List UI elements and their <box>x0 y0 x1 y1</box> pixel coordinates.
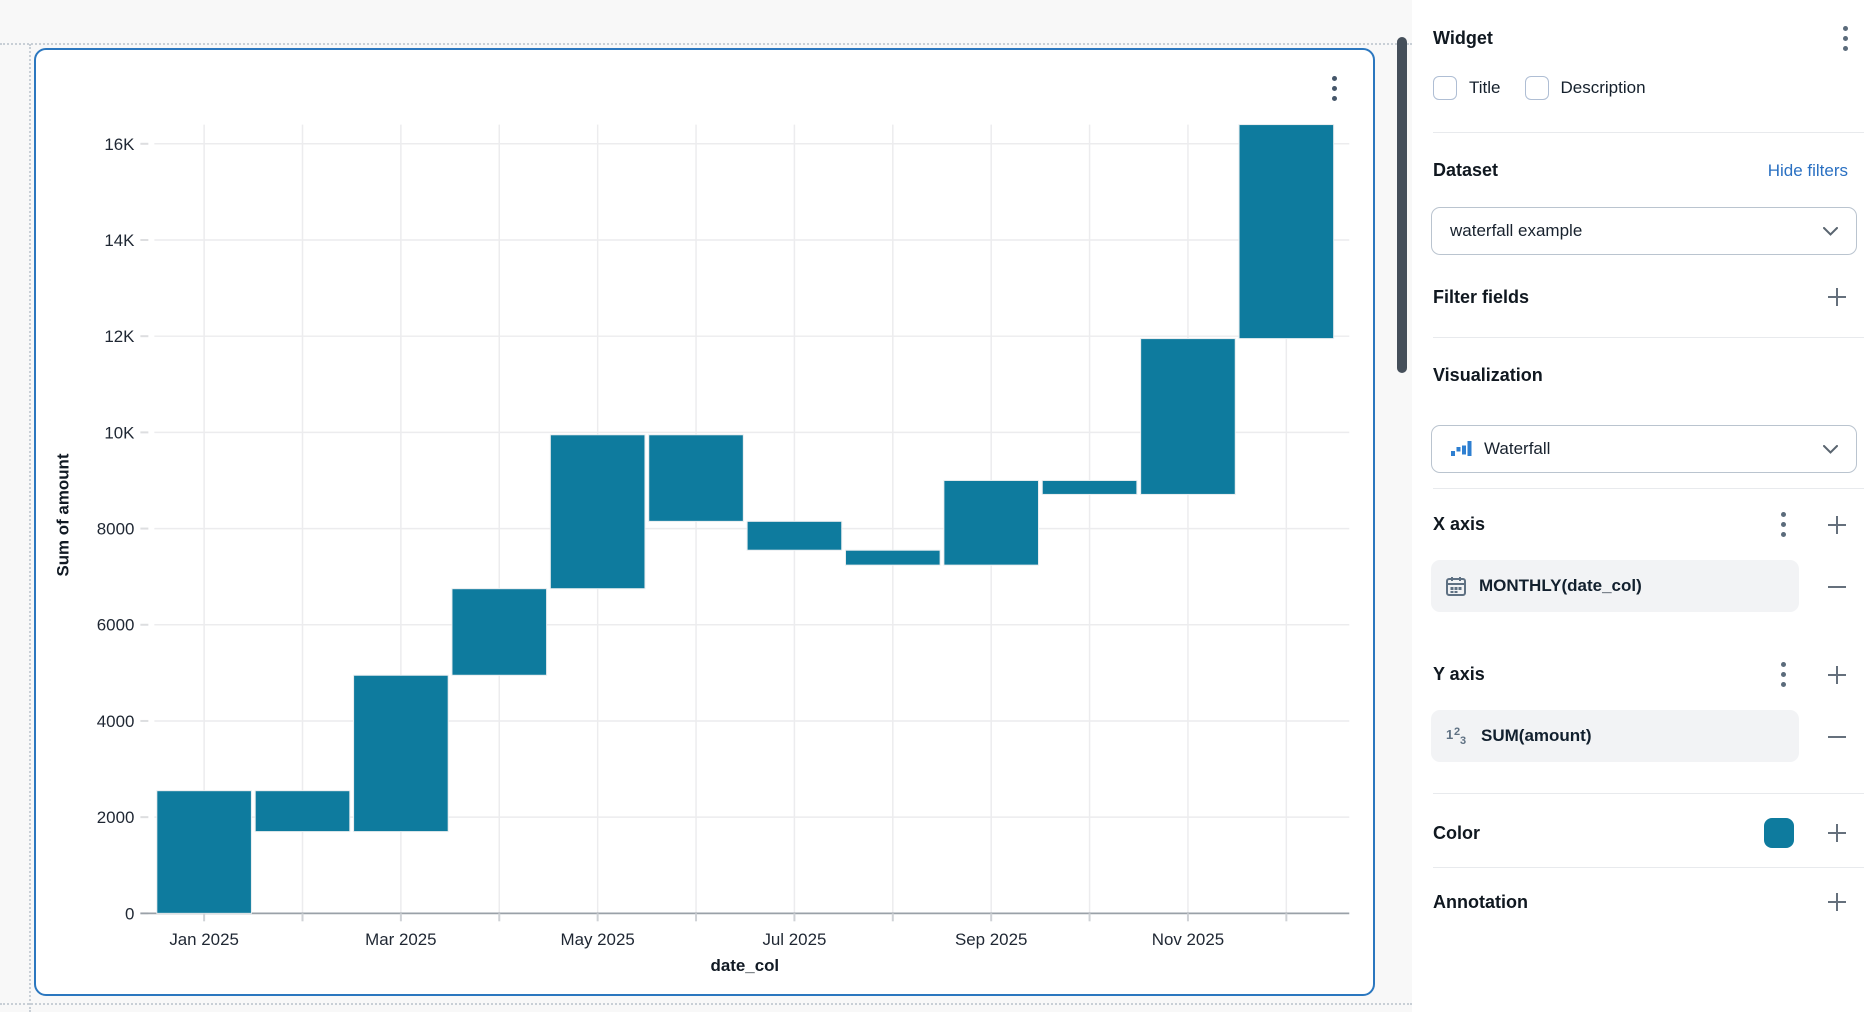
y-axis-title: Sum of amount <box>54 453 73 576</box>
description-checkbox-label: Description <box>1560 78 1646 97</box>
description-checkbox[interactable] <box>1524 76 1549 100</box>
remove-y-axis-field-icon[interactable] <box>1826 726 1848 748</box>
panel-title: Widget <box>1433 28 1493 48</box>
remove-x-axis-field-icon[interactable] <box>1826 576 1848 598</box>
waterfall-bar[interactable] <box>845 549 941 566</box>
dashboard-canvas: 0 2000 4000 6000 8000 10K 12K 14K 16K Jan 2025 Mar… <box>0 37 1412 1012</box>
calendar-icon <box>1446 577 1466 596</box>
svg-text:8000: 8000 <box>97 520 135 539</box>
chevron-down-icon <box>1823 444 1838 454</box>
divider <box>1433 488 1864 489</box>
widget-settings-panel: Widget Title Description Dataset Hide fi… <box>1412 0 1864 1012</box>
svg-text:6000: 6000 <box>97 616 135 635</box>
visualization-heading: Visualization <box>1433 365 1543 385</box>
x-axis-field-chip[interactable]: MONTHLY(date_col) <box>1431 560 1799 612</box>
dashboard-grid-line <box>0 43 1412 45</box>
widget-kebab-menu-icon[interactable] <box>1843 26 1848 51</box>
dataset-select-value: waterfall example <box>1450 221 1583 240</box>
waterfall-bar[interactable] <box>1140 338 1236 495</box>
svg-text:2: 2 <box>1454 726 1460 738</box>
divider <box>1433 867 1864 868</box>
divider <box>1433 132 1864 133</box>
svg-text:2000: 2000 <box>97 808 135 827</box>
svg-text:Jan 2025: Jan 2025 <box>169 930 239 949</box>
number-123-icon: 1 2 3 <box>1446 726 1466 747</box>
x-axis-kebab-menu-icon[interactable] <box>1781 512 1786 537</box>
svg-text:4000: 4000 <box>97 712 135 731</box>
svg-text:Sep 2025: Sep 2025 <box>955 930 1027 949</box>
divider <box>1433 337 1864 338</box>
svg-text:14K: 14K <box>104 231 135 250</box>
add-y-axis-field-icon[interactable] <box>1826 664 1848 686</box>
dataset-heading: Dataset <box>1433 160 1499 180</box>
dashboard-grid-line <box>29 44 31 1012</box>
visualization-select[interactable]: Waterfall <box>1431 425 1857 473</box>
svg-text:Jul 2025: Jul 2025 <box>762 930 826 949</box>
svg-text:12K: 12K <box>104 327 135 346</box>
add-x-axis-field-icon[interactable] <box>1826 514 1848 536</box>
hide-filters-link[interactable]: Hide filters <box>1767 160 1848 180</box>
filter-fields-heading: Filter fields <box>1433 286 1530 307</box>
y-axis-field-label: SUM(amount) <box>1481 726 1592 745</box>
visualization-select-value: Waterfall <box>1484 439 1551 458</box>
svg-text:10K: 10K <box>104 423 135 442</box>
title-checkbox-label: Title <box>1469 78 1501 97</box>
svg-text:May 2025: May 2025 <box>561 930 635 949</box>
waterfall-bar[interactable] <box>254 790 351 833</box>
dataset-select[interactable]: waterfall example <box>1431 207 1857 255</box>
add-annotation-icon[interactable] <box>1826 891 1848 913</box>
svg-text:Mar 2025: Mar 2025 <box>365 930 436 949</box>
waterfall-bar[interactable] <box>549 434 646 590</box>
x-axis-field-label: MONTHLY(date_col) <box>1479 576 1642 595</box>
waterfall-bar[interactable] <box>353 674 449 833</box>
svg-text:0: 0 <box>125 904 134 923</box>
y-axis-field-chip[interactable]: 1 2 3 SUM(amount) <box>1431 710 1799 762</box>
divider <box>1433 793 1864 794</box>
svg-text:3: 3 <box>1460 735 1466 747</box>
waterfall-bar[interactable] <box>943 479 1039 566</box>
annotation-heading: Annotation <box>1433 891 1528 912</box>
waterfall-bar[interactable] <box>1238 124 1335 340</box>
svg-text:16K: 16K <box>104 135 135 154</box>
svg-text:1: 1 <box>1446 727 1453 742</box>
svg-text:Nov 2025: Nov 2025 <box>1152 930 1224 949</box>
waterfall-bar[interactable] <box>746 520 843 551</box>
widget-card[interactable]: 0 2000 4000 6000 8000 10K 12K 14K 16K Jan 2025 Mar… <box>34 48 1375 996</box>
waterfall-bar[interactable] <box>156 790 252 914</box>
waterfall-viz-icon <box>1451 441 1472 456</box>
title-checkbox[interactable] <box>1433 76 1457 100</box>
waterfall-bar[interactable] <box>648 434 744 522</box>
color-heading: Color <box>1433 822 1480 843</box>
x-axis-heading: X axis <box>1433 514 1486 534</box>
y-axis-heading: Y axis <box>1433 664 1485 684</box>
x-axis-title: date_col <box>711 956 780 975</box>
y-axis-kebab-menu-icon[interactable] <box>1781 662 1786 687</box>
waterfall-bar[interactable] <box>451 588 548 676</box>
waterfall-chart: 0 2000 4000 6000 8000 10K 12K 14K 16K Jan 2025 Mar… <box>54 124 1350 975</box>
waterfall-bar[interactable] <box>1041 479 1138 495</box>
add-color-icon[interactable] <box>1826 822 1848 844</box>
vertical-scrollbar[interactable] <box>1397 37 1407 373</box>
dashboard-grid-line <box>0 1003 1412 1005</box>
color-swatch[interactable] <box>1764 818 1794 848</box>
chevron-down-icon <box>1823 226 1838 236</box>
add-filter-field-icon[interactable] <box>1826 286 1848 308</box>
chart-kebab-menu-icon[interactable] <box>1328 72 1341 105</box>
